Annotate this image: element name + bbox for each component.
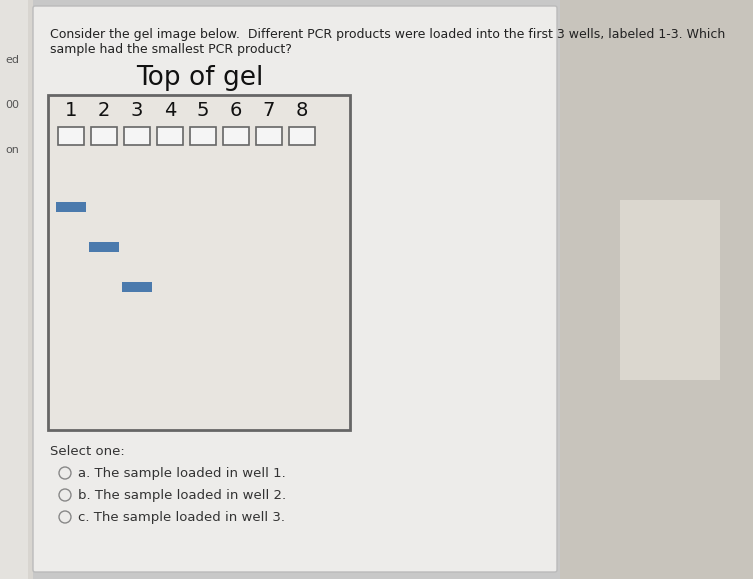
Bar <box>560 0 753 579</box>
Text: on: on <box>5 145 19 155</box>
Bar <box>0 0 28 579</box>
Bar <box>620 200 720 380</box>
Bar <box>223 127 249 145</box>
Text: 6: 6 <box>230 101 242 120</box>
Text: 00: 00 <box>5 100 19 110</box>
Text: Top of gel: Top of gel <box>136 65 264 91</box>
Bar <box>289 127 315 145</box>
Bar <box>91 127 117 145</box>
Bar <box>190 127 216 145</box>
FancyBboxPatch shape <box>33 6 557 572</box>
Text: b. The sample loaded in well 2.: b. The sample loaded in well 2. <box>78 489 286 502</box>
Text: ed: ed <box>5 55 19 65</box>
Text: 7: 7 <box>263 101 275 120</box>
Text: 5: 5 <box>197 101 209 120</box>
Text: sample had the smallest PCR product?: sample had the smallest PCR product? <box>50 43 292 56</box>
Bar <box>48 95 350 430</box>
Bar <box>89 242 119 252</box>
Text: c. The sample loaded in well 3.: c. The sample loaded in well 3. <box>78 511 285 524</box>
Bar <box>56 202 86 212</box>
Bar <box>0 0 33 579</box>
Bar <box>58 127 84 145</box>
Text: Select one:: Select one: <box>50 445 125 458</box>
Text: 3: 3 <box>131 101 143 120</box>
Bar <box>122 282 152 292</box>
Bar <box>256 127 282 145</box>
Bar <box>124 127 150 145</box>
Text: 2: 2 <box>98 101 110 120</box>
Text: 4: 4 <box>164 101 176 120</box>
Text: a. The sample loaded in well 1.: a. The sample loaded in well 1. <box>78 467 285 480</box>
Text: Consider the gel image below.  Different PCR products were loaded into the first: Consider the gel image below. Different … <box>50 28 725 41</box>
Bar <box>157 127 183 145</box>
Text: 8: 8 <box>296 101 308 120</box>
Text: 1: 1 <box>65 101 78 120</box>
